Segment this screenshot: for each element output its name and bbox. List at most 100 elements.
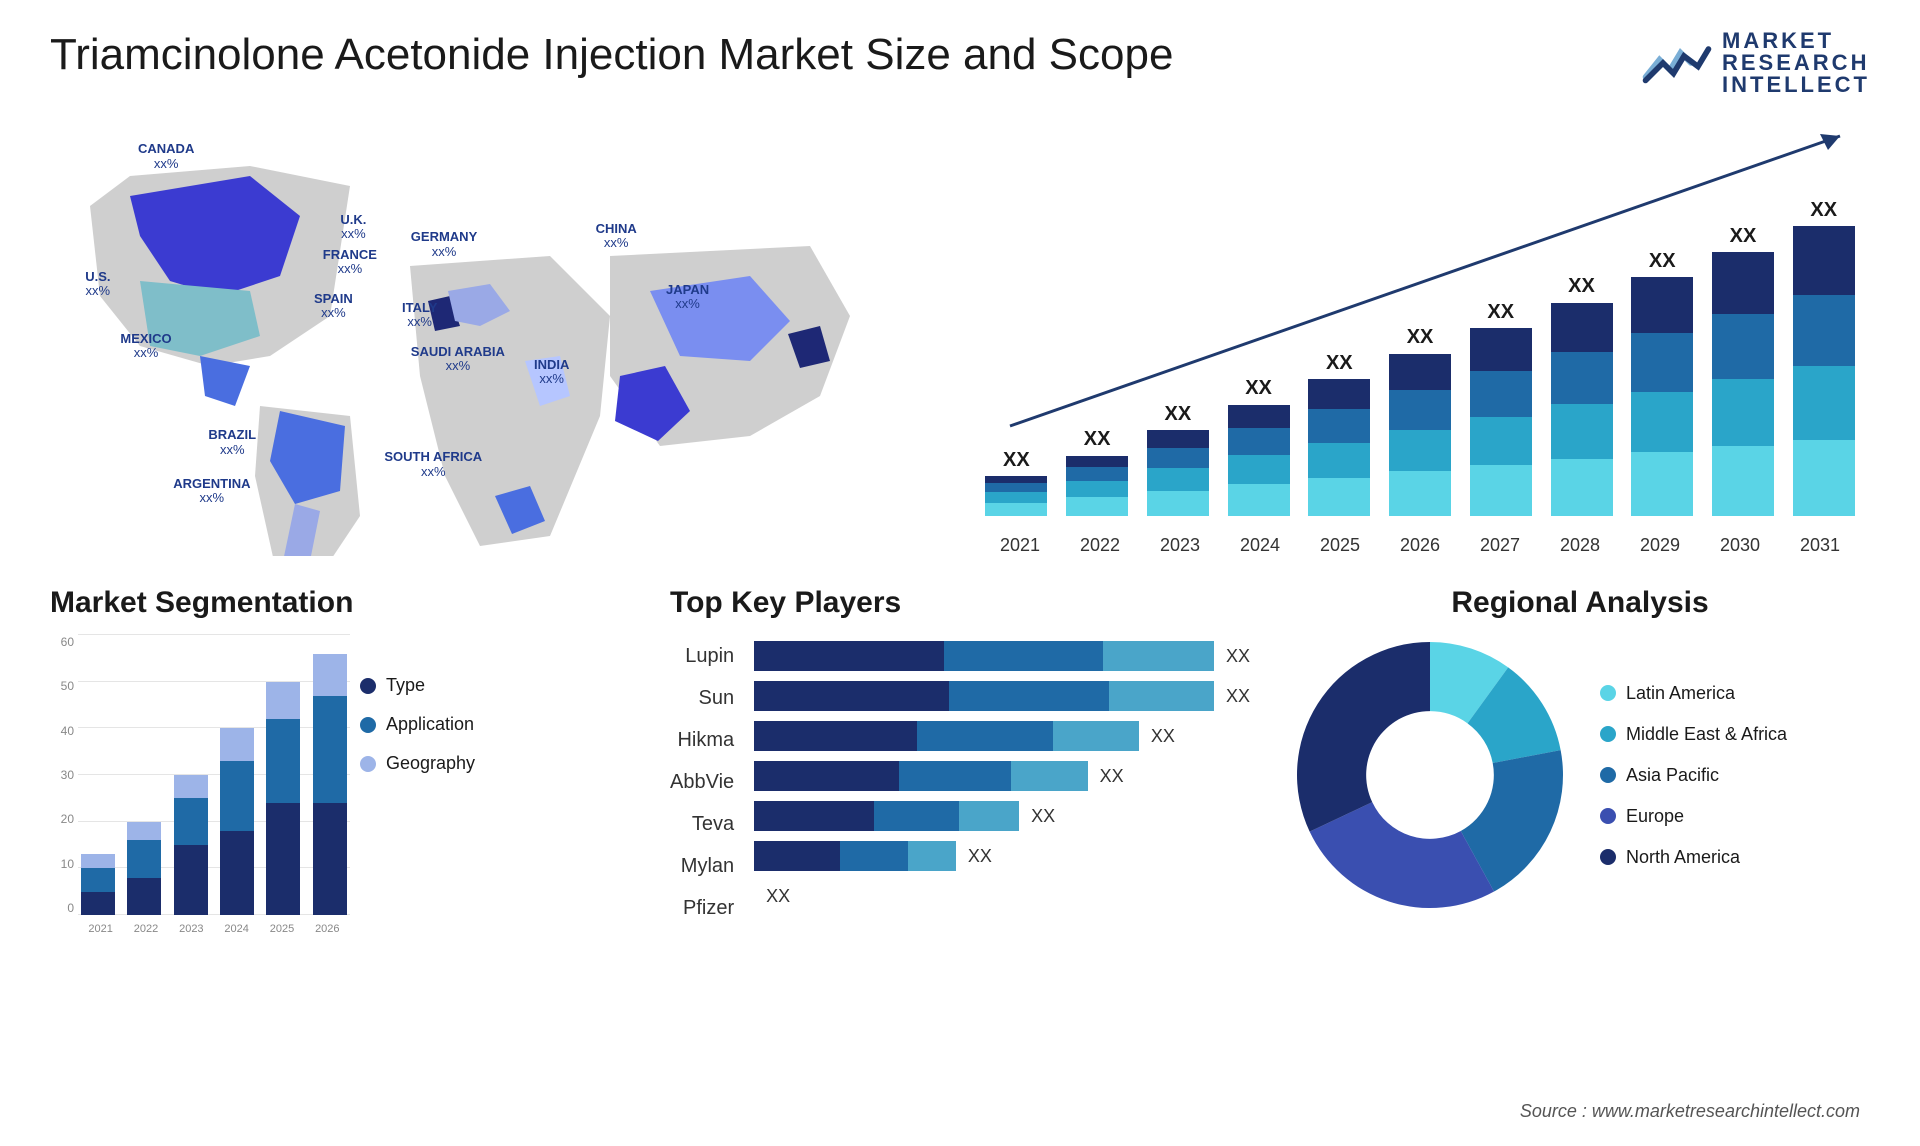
growth-bar-value: XX — [1326, 352, 1353, 375]
player-bar-row: XX — [754, 881, 1250, 911]
segmentation-year: 2024 — [224, 923, 248, 935]
growth-bar-column: XX — [1141, 403, 1214, 516]
segmentation-chart: 0102030405060 202120222023202420252026 — [50, 635, 350, 935]
legend-dot-icon — [360, 756, 376, 772]
legend-dot-icon — [360, 678, 376, 694]
header: Triamcinolone Acetonide Injection Market… — [50, 30, 1870, 96]
segmentation-bar — [313, 654, 347, 915]
legend-item: Geography — [360, 753, 630, 774]
legend-label: Middle East & Africa — [1626, 724, 1787, 745]
legend-item: North America — [1600, 847, 1870, 868]
growth-bar-column: XX — [980, 449, 1053, 516]
legend-item: Type — [360, 675, 630, 696]
map-country-label: ARGENTINAxx% — [173, 477, 250, 506]
players-panel: Top Key Players LupinSunHikmaAbbVieTevaM… — [670, 586, 1250, 966]
legend-label: Asia Pacific — [1626, 765, 1719, 786]
growth-year-label: 2021 — [1000, 535, 1040, 556]
player-value-label: XX — [1226, 686, 1250, 707]
growth-bar-value: XX — [1810, 199, 1837, 222]
logo-line1: MARKET — [1722, 30, 1870, 52]
segmentation-panel: Market Segmentation 0102030405060 202120… — [50, 586, 630, 966]
player-bar-row: XX — [754, 681, 1250, 711]
player-bar-row: XX — [754, 801, 1250, 831]
map-country-label: SOUTH AFRICAxx% — [384, 450, 482, 479]
map-country-label: U.S.xx% — [85, 270, 110, 299]
growth-bar-value: XX — [1568, 275, 1595, 298]
map-country-label: CANADAxx% — [138, 142, 194, 171]
players-name-list: LupinSunHikmaAbbVieTevaMylanPfizer — [670, 635, 734, 923]
growth-bar-column: XX — [1061, 428, 1134, 516]
segmentation-year: 2021 — [88, 923, 112, 935]
top-row: CANADAxx% U.S.xx% MEXICOxx% BRAZILxx% ARGENT… — [50, 116, 1870, 556]
growth-bar-column: XX — [1303, 352, 1376, 516]
regional-title: Regional Analysis — [1290, 586, 1870, 620]
player-name: AbbVie — [670, 767, 734, 797]
growth-year-label: 2028 — [1560, 535, 1600, 556]
page-title: Triamcinolone Acetonide Injection Market… — [50, 30, 1173, 80]
regional-panel: Regional Analysis Latin America Middle Ea… — [1290, 586, 1870, 966]
map-country-label: MEXICOxx% — [120, 332, 171, 361]
growth-bar-column: XX — [1787, 199, 1860, 516]
bottom-row: Market Segmentation 0102030405060 202120… — [50, 586, 1870, 966]
legend-label: Type — [386, 675, 425, 696]
map-country-label: BRAZILxx% — [208, 428, 256, 457]
growth-year-label: 2026 — [1400, 535, 1440, 556]
growth-bar-value: XX — [1487, 301, 1514, 324]
growth-bar-value: XX — [1003, 449, 1030, 472]
source-attribution: Source : www.marketresearchintellect.com — [1520, 1101, 1860, 1122]
legend-dot-icon — [1600, 849, 1616, 865]
segmentation-year: 2023 — [179, 923, 203, 935]
growth-bar-value: XX — [1245, 377, 1272, 400]
player-value-label: XX — [1151, 726, 1175, 747]
growth-year-label: 2025 — [1320, 535, 1360, 556]
map-country-label: INDIAxx% — [534, 358, 569, 387]
map-country-label: JAPANxx% — [666, 283, 709, 312]
segmentation-bar — [174, 775, 208, 915]
player-bar-row: XX — [754, 761, 1250, 791]
legend-label: Latin America — [1626, 683, 1735, 704]
world-map-panel: CANADAxx% U.S.xx% MEXICOxx% BRAZILxx% ARGENT… — [50, 116, 930, 556]
growth-bar-column: XX — [1222, 377, 1295, 516]
players-bar-chart: XXXXXXXXXXXXXX — [754, 635, 1250, 923]
segmentation-bar — [81, 854, 115, 915]
segmentation-bar — [220, 728, 254, 915]
growth-bar-column: XX — [1384, 326, 1457, 516]
legend-label: Europe — [1626, 806, 1684, 827]
map-country-label: GERMANYxx% — [411, 230, 477, 259]
segmentation-bar — [127, 822, 161, 915]
growth-bar-column: XX — [1626, 250, 1699, 516]
legend-item: Asia Pacific — [1600, 765, 1870, 786]
growth-year-label: 2027 — [1480, 535, 1520, 556]
brand-logo: MARKET RESEARCH INTELLECT — [1642, 30, 1870, 96]
player-name: Mylan — [670, 851, 734, 881]
segmentation-year: 2026 — [315, 923, 339, 935]
growth-bar-value: XX — [1084, 428, 1111, 451]
growth-year-label: 2023 — [1160, 535, 1200, 556]
legend-item: Europe — [1600, 806, 1870, 827]
map-country-label: ITALYxx% — [402, 301, 437, 330]
player-name: Teva — [670, 809, 734, 839]
legend-item: Middle East & Africa — [1600, 724, 1870, 745]
segmentation-year: 2025 — [270, 923, 294, 935]
growth-bar-value: XX — [1407, 326, 1434, 349]
legend-dot-icon — [360, 717, 376, 733]
growth-bar-column: XX — [1545, 275, 1618, 516]
segmentation-legend: TypeApplicationGeography — [360, 635, 630, 935]
growth-year-label: 2024 — [1240, 535, 1280, 556]
growth-chart-panel: XXXXXXXXXXXXXXXXXXXXXX 20212022202320242… — [970, 116, 1870, 556]
map-country-label: CHINAxx% — [596, 222, 637, 251]
player-bar-row: XX — [754, 721, 1250, 751]
legend-dot-icon — [1600, 808, 1616, 824]
player-name: Hikma — [670, 725, 734, 755]
player-bar-row: XX — [754, 841, 1250, 871]
segmentation-year: 2022 — [134, 923, 158, 935]
legend-label: North America — [1626, 847, 1740, 868]
growth-bar-column: XX — [1707, 225, 1780, 517]
growth-year-label: 2030 — [1720, 535, 1760, 556]
map-country-label: FRANCExx% — [323, 248, 377, 277]
growth-year-label: 2029 — [1640, 535, 1680, 556]
player-value-label: XX — [1031, 806, 1055, 827]
player-name: Lupin — [670, 641, 734, 671]
map-country-label: SPAINxx% — [314, 292, 353, 321]
regional-legend: Latin America Middle East & Africa Asia Pa… — [1600, 683, 1870, 868]
